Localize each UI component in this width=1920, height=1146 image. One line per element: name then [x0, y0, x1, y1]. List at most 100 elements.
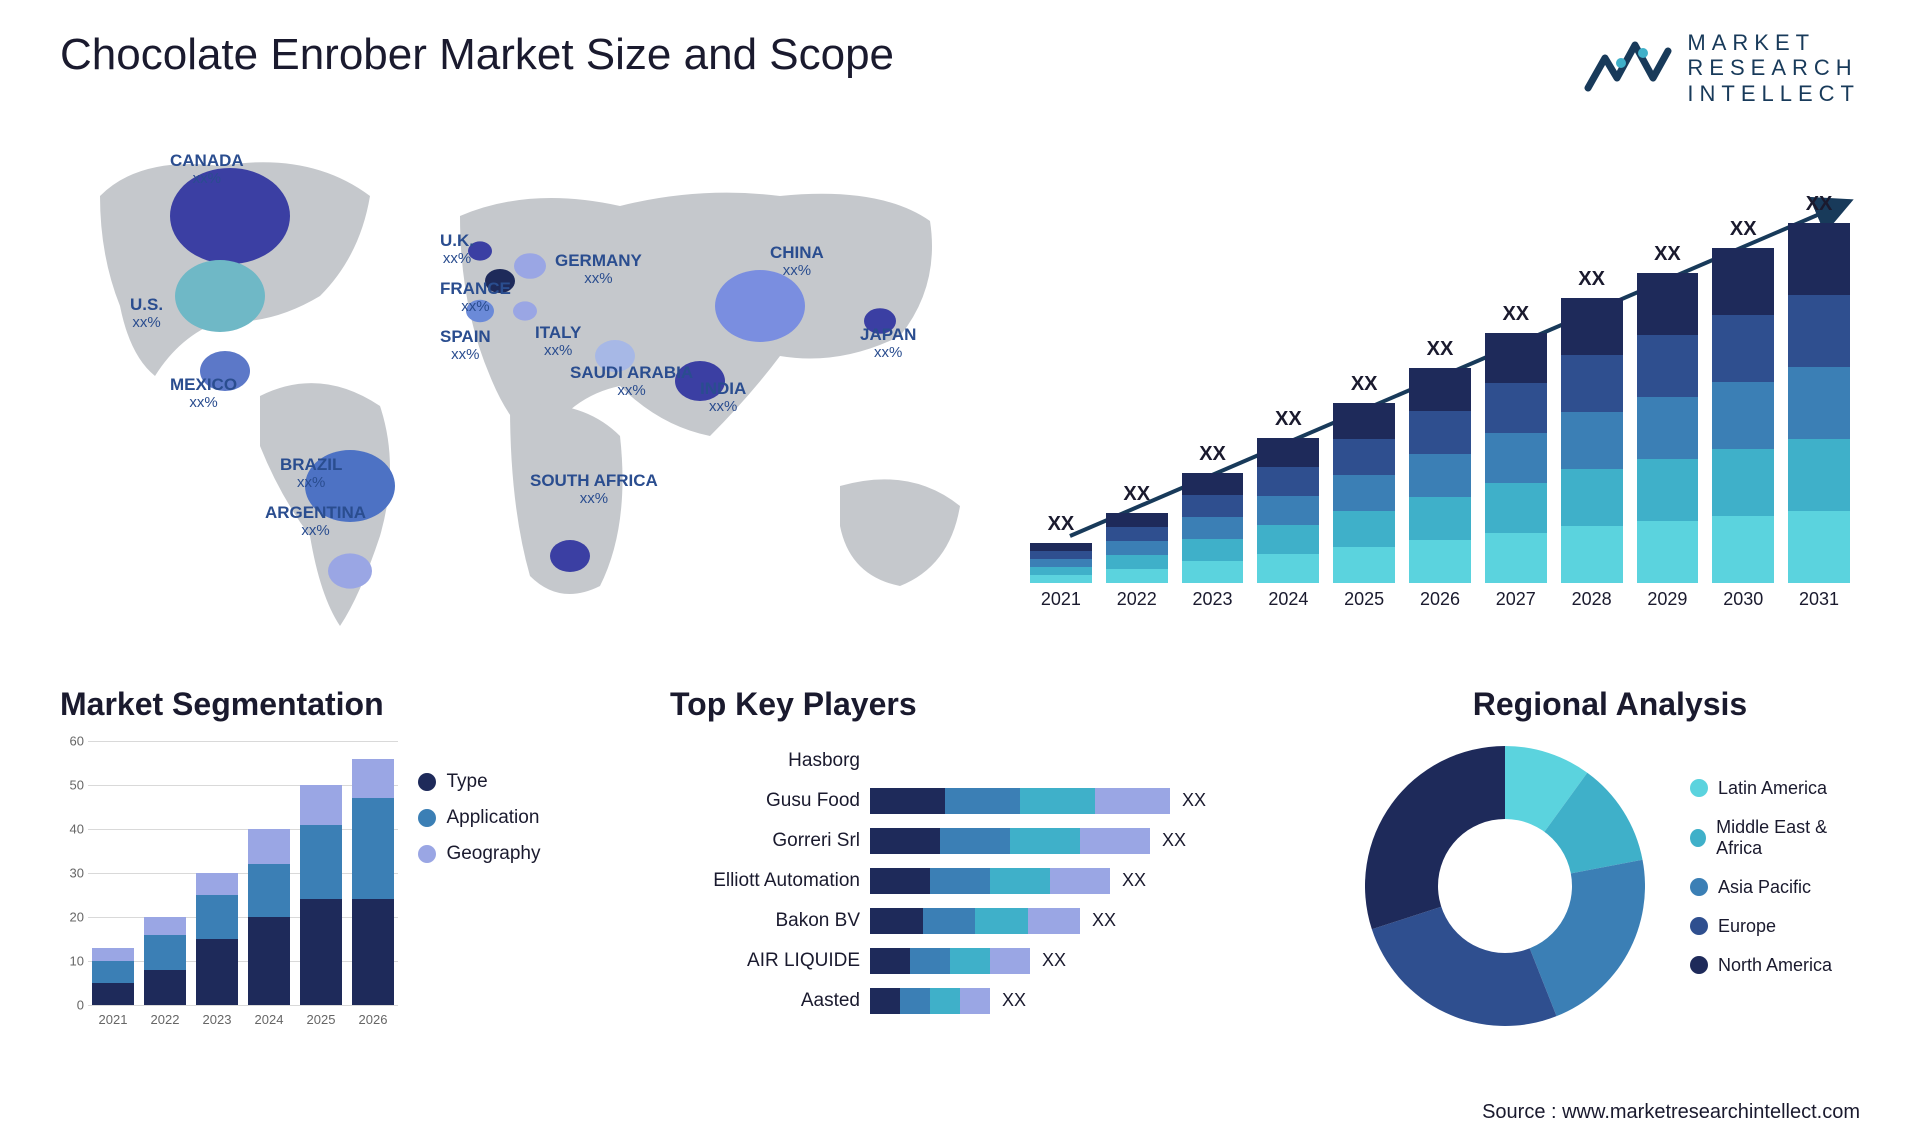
map-annot-u.s.: U.S.xx%	[130, 296, 163, 331]
seg-ytick: 10	[60, 953, 84, 968]
forecast-year-label: 2030	[1723, 589, 1763, 610]
legend-label: Type	[446, 771, 487, 793]
forecast-value-label: XX	[1333, 373, 1395, 396]
seg-year-label: 2022	[144, 1012, 186, 1027]
seg-col-2022: 2022	[144, 917, 186, 1005]
kp-value-label: XX	[1182, 790, 1206, 811]
seg-col-2024: 2024	[248, 829, 290, 1005]
forecast-year-label: 2029	[1647, 589, 1687, 610]
seg-col-2026: 2026	[352, 759, 394, 1005]
logo-icon	[1583, 33, 1673, 103]
kp-row: XX	[870, 821, 1290, 861]
kp-name: AIR LIQUIDE	[670, 941, 860, 981]
map-annot-canada: CANADAxx%	[170, 152, 244, 187]
seg-year-label: 2024	[248, 1012, 290, 1027]
seg-year-label: 2026	[352, 1012, 394, 1027]
kp-row: XX	[870, 981, 1290, 1021]
kp-name: Hasborg	[670, 741, 860, 781]
seg-ytick: 0	[60, 997, 84, 1012]
logo-text-1: MARKET	[1687, 30, 1860, 55]
legend-label: Asia Pacific	[1718, 877, 1811, 898]
seg-legend-item: Geography	[418, 843, 540, 865]
forecast-year-label: 2021	[1041, 589, 1081, 610]
kp-name: Gusu Food	[670, 781, 860, 821]
legend-label: Latin America	[1718, 778, 1827, 799]
regional-title: Regional Analysis	[1360, 686, 1860, 723]
key-players-title: Top Key Players	[670, 686, 1310, 723]
ra-legend-item: Asia Pacific	[1690, 877, 1860, 898]
forecast-year-label: 2028	[1572, 589, 1612, 610]
legend-dot-icon	[1690, 956, 1708, 974]
key-players-names: HasborgGusu FoodGorreri SrlElliott Autom…	[670, 741, 860, 1021]
regional-panel: Regional Analysis Latin America Middle Ea…	[1360, 686, 1860, 1031]
kp-row: XX	[870, 861, 1290, 901]
logo-text-2: RESEARCH	[1687, 55, 1860, 80]
forecast-col-2021: XX2021	[1030, 543, 1092, 610]
legend-dot-icon	[1690, 829, 1706, 847]
legend-label: Middle East & Africa	[1716, 817, 1860, 859]
seg-col-2025: 2025	[300, 785, 342, 1005]
brand-logo: MARKET RESEARCH INTELLECT	[1583, 30, 1860, 106]
map-annot-japan: JAPANxx%	[860, 326, 916, 361]
kp-row: XX	[870, 781, 1290, 821]
map-annot-italy: ITALYxx%	[535, 324, 581, 359]
legend-dot-icon	[418, 773, 436, 791]
world-map: CANADAxx% U.S.xx% MEXICOxx% BRAZILxx% ARGENT…	[60, 126, 980, 646]
kp-name: Aasted	[670, 981, 860, 1021]
regional-donut	[1360, 741, 1650, 1031]
map-annot-spain: SPAINxx%	[440, 328, 491, 363]
map-annot-brazil: BRAZILxx%	[280, 456, 342, 491]
kp-value-label: XX	[1042, 950, 1066, 971]
ra-legend-item: Middle East & Africa	[1690, 817, 1860, 859]
map-annot-saudi-arabia: SAUDI ARABIAxx%	[570, 364, 693, 399]
forecast-col-2029: XX2029	[1637, 273, 1699, 610]
legend-dot-icon	[418, 809, 436, 827]
forecast-value-label: XX	[1409, 338, 1471, 361]
forecast-col-2031: XX2031	[1788, 223, 1850, 610]
seg-legend-item: Type	[418, 771, 540, 793]
segmentation-chart: 0102030405060 202120222023202420252026	[60, 741, 400, 1031]
forecast-year-label: 2031	[1799, 589, 1839, 610]
forecast-value-label: XX	[1182, 443, 1244, 466]
forecast-year-label: 2027	[1496, 589, 1536, 610]
legend-label: Application	[446, 807, 539, 829]
forecast-value-label: XX	[1485, 303, 1547, 326]
map-annot-mexico: MEXICOxx%	[170, 376, 237, 411]
forecast-col-2027: XX2027	[1485, 333, 1547, 610]
forecast-year-label: 2024	[1268, 589, 1308, 610]
forecast-value-label: XX	[1637, 243, 1699, 266]
forecast-value-label: XX	[1788, 193, 1850, 216]
forecast-col-2030: XX2030	[1712, 248, 1774, 610]
seg-year-label: 2025	[300, 1012, 342, 1027]
map-annot-germany: GERMANYxx%	[555, 252, 642, 287]
legend-label: Geography	[446, 843, 540, 865]
seg-ytick: 20	[60, 909, 84, 924]
segmentation-legend: Type Application Geography	[418, 771, 540, 879]
map-annot-france: FRANCExx%	[440, 280, 511, 315]
forecast-value-label: XX	[1561, 268, 1623, 291]
map-annot-india: INDIAxx%	[700, 380, 746, 415]
forecast-year-label: 2025	[1344, 589, 1384, 610]
legend-dot-icon	[1690, 878, 1708, 896]
ra-legend-item: Latin America	[1690, 778, 1860, 799]
map-annot-argentina: ARGENTINAxx%	[265, 504, 366, 539]
kp-name: Bakon BV	[670, 901, 860, 941]
seg-legend-item: Application	[418, 807, 540, 829]
seg-col-2021: 2021	[92, 948, 134, 1005]
logo-text-3: INTELLECT	[1687, 81, 1860, 106]
kp-name: Gorreri Srl	[670, 821, 860, 861]
kp-value-label: XX	[1002, 990, 1026, 1011]
seg-ytick: 50	[60, 777, 84, 792]
source-line: Source : www.marketresearchintellect.com	[1482, 1101, 1860, 1124]
legend-label: North America	[1718, 955, 1832, 976]
legend-dot-icon	[418, 845, 436, 863]
seg-ytick: 30	[60, 865, 84, 880]
forecast-value-label: XX	[1106, 483, 1168, 506]
kp-row	[870, 741, 1290, 781]
map-annot-south-africa: SOUTH AFRICAxx%	[530, 472, 658, 507]
key-players-bars: XXXXXXXXXXXX	[870, 741, 1290, 1021]
map-annot-u.k.: U.K.xx%	[440, 232, 474, 267]
forecast-year-label: 2026	[1420, 589, 1460, 610]
legend-dot-icon	[1690, 917, 1708, 935]
kp-name: Elliott Automation	[670, 861, 860, 901]
